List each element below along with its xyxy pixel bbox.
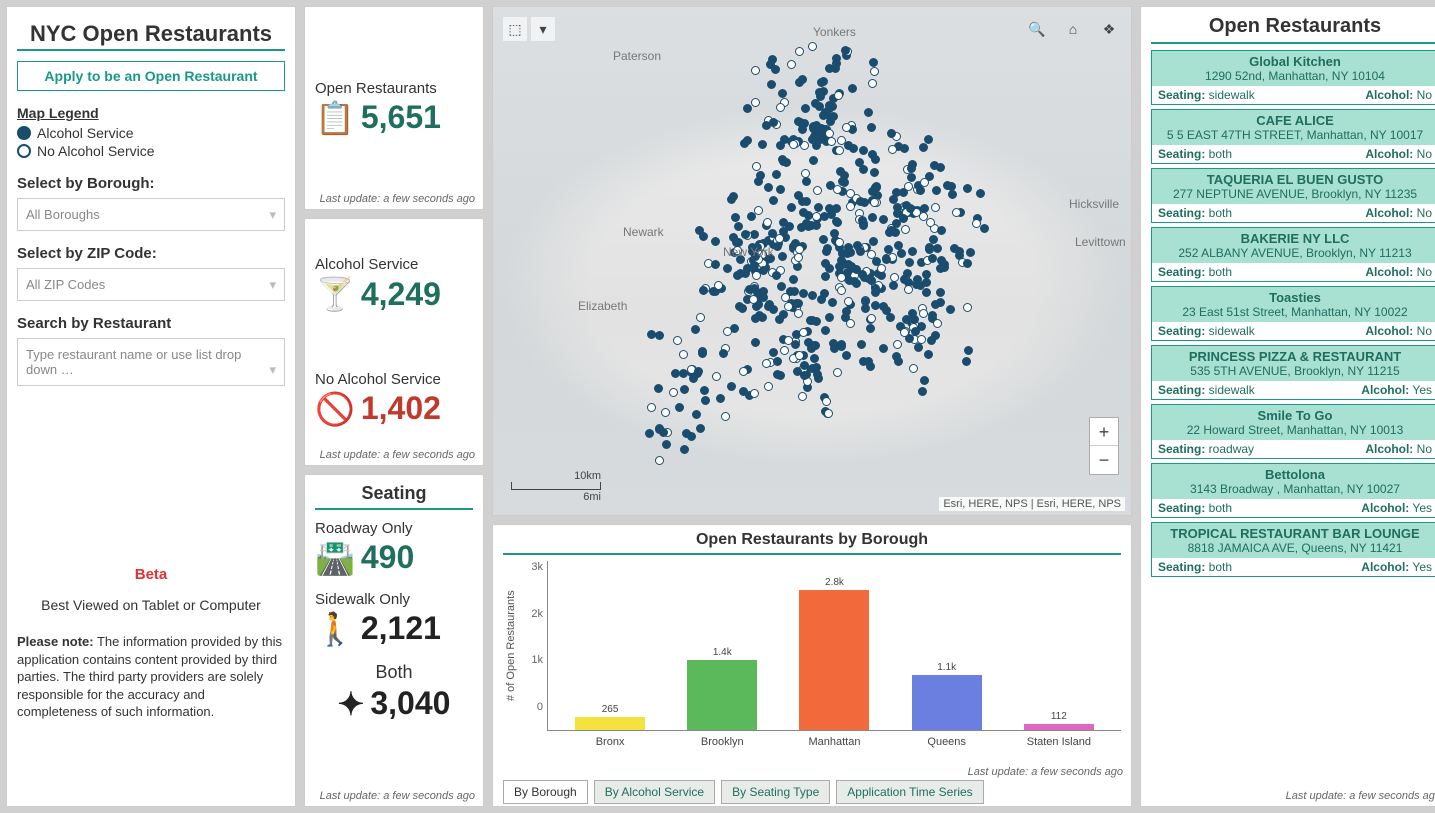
zoom-in-button[interactable]: +: [1090, 418, 1118, 446]
restaurant-search-input[interactable]: Type restaurant name or use list drop do…: [17, 338, 285, 386]
clipboard-icon: 📋: [315, 99, 355, 137]
search-icon[interactable]: 🔍: [1025, 17, 1049, 41]
disclaimer: Please note: The information provided by…: [17, 633, 285, 721]
legend-no-alcohol: No Alcohol Service: [17, 143, 285, 159]
chart-y-axis: 3k2k1k0: [517, 561, 547, 731]
bar-bronx[interactable]: 265Bronx: [570, 704, 650, 730]
stat-alcohol-panel: Alcohol Service 🍸 4,249 No Alcohol Servi…: [304, 218, 484, 465]
restaurant-card[interactable]: TROPICAL RESTAURANT BAR LOUNGE8818 JAMAI…: [1151, 522, 1435, 577]
bar-manhattan[interactable]: 2.8kManhattan: [794, 577, 874, 730]
no-alcohol-icon: 🚫: [315, 390, 355, 428]
restaurant-card[interactable]: Bettolona3143 Broadway , Manhattan, NY 1…: [1151, 463, 1435, 518]
restaurant-card[interactable]: CAFE ALICE5 5 EAST 47TH STREET, Manhatta…: [1151, 109, 1435, 164]
apply-button[interactable]: Apply to be an Open Restaurant: [17, 61, 285, 91]
layers-icon[interactable]: ❖: [1097, 17, 1121, 41]
chart-title: Open Restaurants by Borough: [503, 531, 1121, 555]
restaurant-card[interactable]: PRINCESS PIZZA & RESTAURANT535 5TH AVENU…: [1151, 345, 1435, 400]
legend-title: Map Legend: [17, 105, 285, 121]
map-toolbar-right: 🔍 ⌂ ❖: [1025, 17, 1121, 41]
zip-filter-label: Select by ZIP Code:: [17, 245, 285, 262]
restaurant-card[interactable]: Toasties23 East 51st Street, Manhattan, …: [1151, 286, 1435, 341]
map-zoom: + −: [1089, 417, 1119, 475]
legend-alcohol: Alcohol Service: [17, 125, 285, 141]
road-icon: 🛣️: [315, 539, 355, 577]
restaurant-card[interactable]: Smile To Go22 Howard Street, Manhattan, …: [1151, 404, 1435, 459]
empty-dot-icon: [17, 144, 31, 158]
chart-bars: 265Bronx 1.4kBrooklyn 2.8kManhattan 1.1kQue…: [547, 561, 1121, 731]
map-panel[interactable]: ⬚ ▾ 🔍 ⌂ ❖ + − Yonkers Paterson Newark Ne…: [492, 6, 1132, 516]
bar-queens[interactable]: 1.1kQueens: [907, 662, 987, 730]
zip-dropdown[interactable]: All ZIP Codes: [17, 268, 285, 301]
both-icon: ✦: [338, 685, 365, 723]
beta-badge: Beta: [17, 566, 285, 583]
chart-tabs: By BoroughBy Alcohol ServiceBy Seating T…: [503, 780, 984, 804]
map-dots-layer: [493, 7, 1131, 515]
tab-by-borough[interactable]: By Borough: [503, 780, 588, 804]
home-icon[interactable]: ⌂: [1061, 17, 1085, 41]
restaurants-panel: Open Restaurants Global Kitchen1290 52nd…: [1140, 6, 1435, 807]
tab-by-seating-type[interactable]: By Seating Type: [721, 780, 830, 804]
chart-panel: Open Restaurants by Borough # of Open Re…: [492, 524, 1132, 807]
restaurant-card[interactable]: TAQUERIA EL BUEN GUSTO277 NEPTUNE AVENUE…: [1151, 168, 1435, 223]
bar-brooklyn[interactable]: 1.4kBrooklyn: [682, 647, 762, 730]
page-title: NYC Open Restaurants: [17, 15, 285, 51]
restaurant-card[interactable]: Global Kitchen1290 52nd, Manhattan, NY 1…: [1151, 50, 1435, 105]
dropdown-tool-icon[interactable]: ▾: [531, 17, 555, 41]
cocktail-icon: 🍸: [315, 275, 355, 313]
filled-dot-icon: [17, 126, 31, 140]
tab-application-time-series[interactable]: Application Time Series: [836, 780, 983, 804]
map-scale: 10km 6mi: [511, 470, 601, 503]
best-viewed-note: Best Viewed on Tablet or Computer: [17, 597, 285, 613]
restaurants-list[interactable]: Global Kitchen1290 52nd, Manhattan, NY 1…: [1151, 50, 1435, 798]
select-tool-icon[interactable]: ⬚: [503, 17, 527, 41]
restaurants-title: Open Restaurants: [1151, 15, 1435, 44]
walk-icon: 🚶: [315, 610, 355, 648]
stat-seating-panel: Seating Roadway Only 🛣️ 490 Sidewalk Onl…: [304, 474, 484, 807]
sidebar-panel: NYC Open Restaurants Apply to be an Open…: [6, 6, 296, 807]
restaurant-card[interactable]: BAKERIE NY LLC252 ALBANY AVENUE, Brookly…: [1151, 227, 1435, 282]
borough-dropdown[interactable]: All Boroughs: [17, 198, 285, 231]
map-toolbar-left: ⬚ ▾: [503, 17, 555, 41]
map-attribution: Esri, HERE, NPS | Esri, HERE, NPS: [939, 497, 1125, 511]
search-filter-label: Search by Restaurant: [17, 315, 285, 332]
bar-staten-island[interactable]: 112Staten Island: [1019, 711, 1099, 730]
zoom-out-button[interactable]: −: [1090, 446, 1118, 474]
tab-by-alcohol-service[interactable]: By Alcohol Service: [594, 780, 715, 804]
borough-filter-label: Select by Borough:: [17, 175, 285, 192]
stat-open-restaurants: Open Restaurants 📋 5,651 Last update: a …: [304, 6, 484, 210]
